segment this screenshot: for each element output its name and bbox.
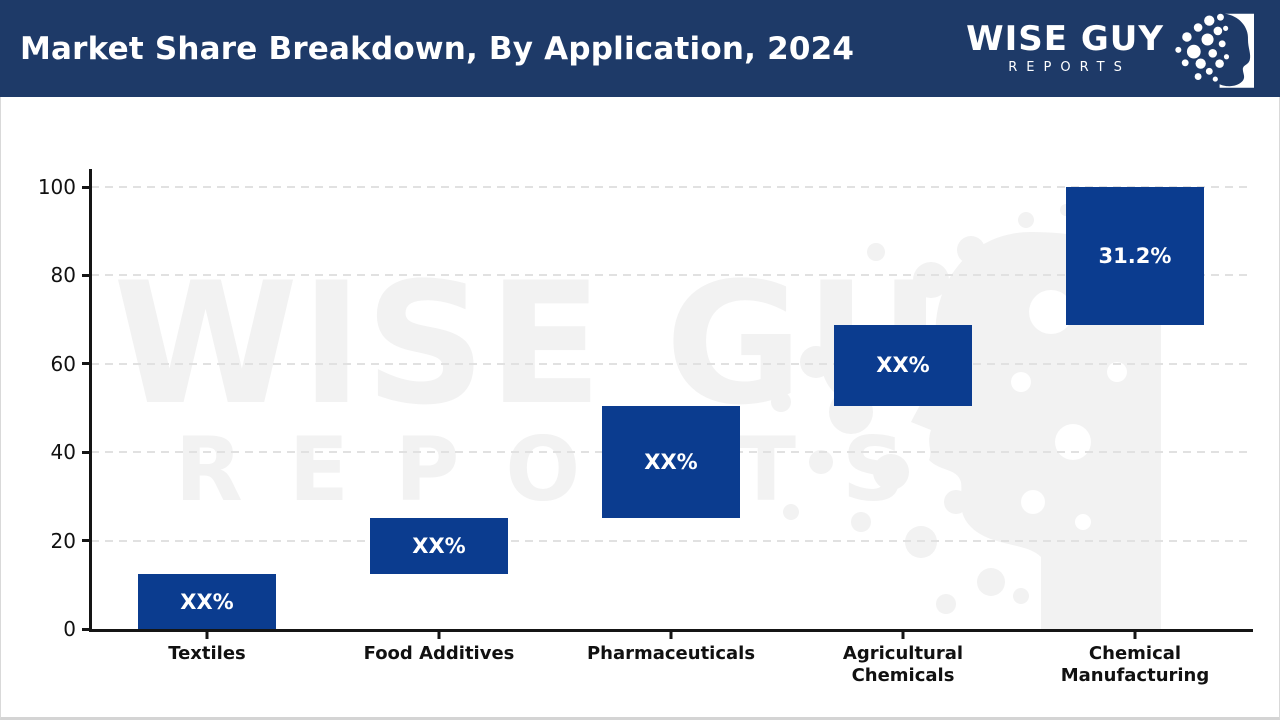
x-tick	[437, 632, 441, 639]
x-category-label: Textiles	[168, 643, 246, 664]
plot-area: 0 20 40 60 80 100 XX% Textiles XX% Food Additives…	[38, 177, 1251, 686]
gridline	[91, 539, 1251, 542]
y-tick	[82, 539, 91, 543]
bar-value-label: XX%	[180, 589, 234, 614]
y-axis-line	[89, 169, 92, 632]
x-category-label: Chemical Manufacturing	[1060, 643, 1210, 686]
gridline	[91, 274, 1251, 277]
bar-value-label: XX%	[412, 533, 466, 558]
y-tick	[82, 627, 91, 631]
y-tick-label: 0	[63, 617, 76, 641]
brand-logo: WISE GUY REPORTS	[966, 8, 1254, 90]
bar-value-label: XX%	[644, 449, 698, 474]
x-tick	[205, 632, 209, 639]
bar: XX%	[137, 574, 276, 629]
chart-canvas: WISE GUY REPORTS	[0, 97, 1280, 720]
y-tick-label: 60	[50, 351, 76, 376]
x-axis-line	[89, 629, 1253, 632]
bar-value-label: XX%	[876, 353, 930, 378]
brand-subtitle: REPORTS	[1008, 60, 1131, 75]
x-tick	[1133, 632, 1137, 639]
watermark-line2: REPORTS	[175, 418, 952, 521]
y-tick-label: 40	[50, 440, 76, 465]
header-bar: Market Share Breakdown, By Application, …	[0, 0, 1280, 97]
y-tick	[82, 450, 91, 454]
x-category-label: Food Additives	[363, 643, 515, 664]
bar-value-label: 31.2%	[1098, 243, 1172, 268]
bar: XX%	[601, 405, 740, 518]
y-tick	[82, 185, 91, 189]
bar: XX%	[833, 324, 972, 406]
x-tick	[901, 632, 905, 639]
x-category-label: Pharmaceuticals	[586, 643, 756, 664]
chart-title: Market Share Breakdown, By Application, …	[20, 30, 855, 67]
y-tick	[82, 273, 91, 277]
y-tick-label: 20	[50, 528, 76, 553]
gridline	[91, 186, 1251, 188]
dotted-head-profile-icon	[1175, 13, 1254, 88]
brand-name: WISE GUY	[966, 19, 1164, 59]
x-tick	[669, 632, 673, 639]
bar: XX%	[369, 517, 508, 575]
x-category-label: Agricultural Chemicals	[842, 643, 964, 686]
bar: 31.2%	[1065, 187, 1204, 325]
gridline	[91, 362, 1251, 365]
y-tick-label: 80	[50, 263, 76, 288]
brand-wordmark: WISE GUY REPORTS	[966, 22, 1164, 75]
y-tick	[82, 362, 91, 366]
y-tick-label: 100	[37, 175, 76, 199]
